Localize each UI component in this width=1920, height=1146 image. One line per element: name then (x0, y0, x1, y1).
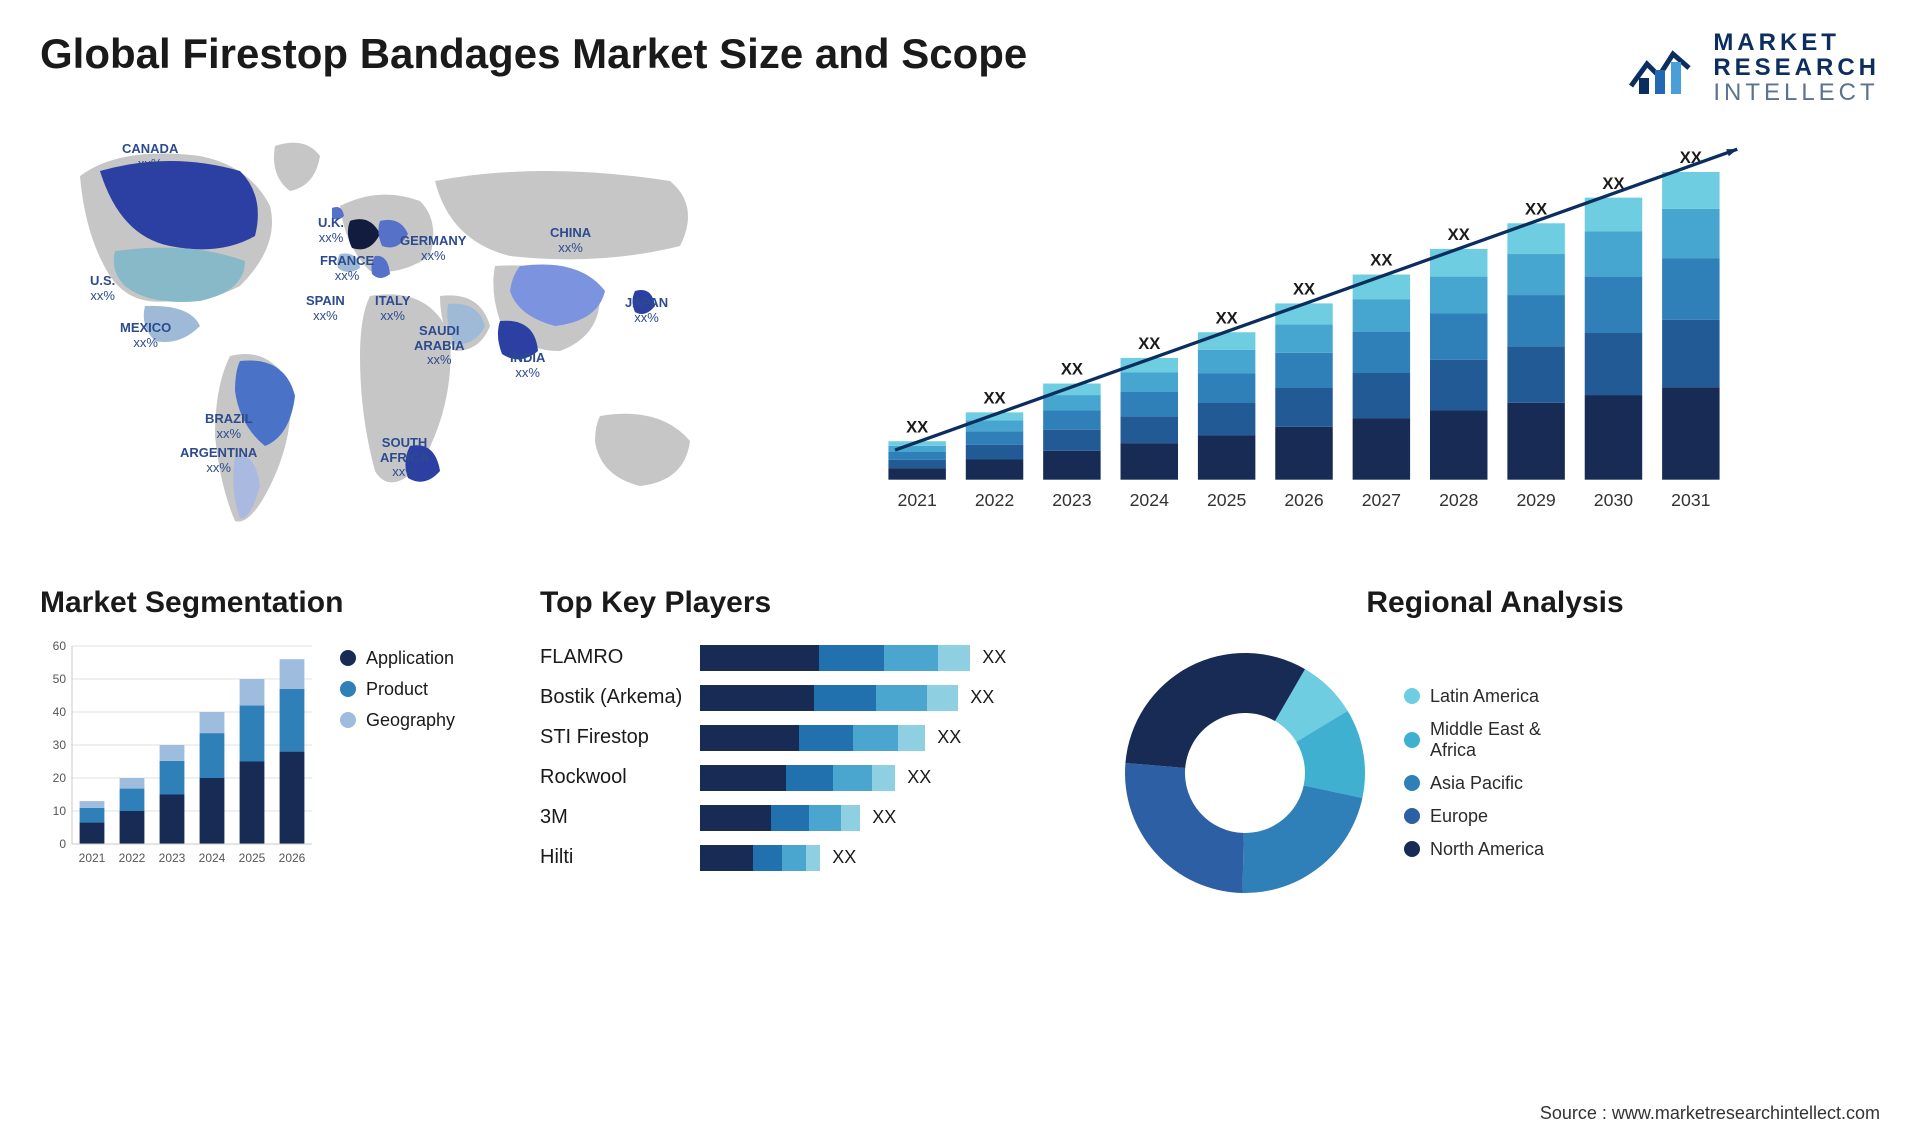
segmentation-chart: 0 10 20 30 40 50 60 2021 2022 2023 2024 2025 2026 (40, 638, 320, 868)
reg-legend-latin-america: Latin America (1404, 686, 1544, 707)
map-label-spain: SPAINxx% (306, 294, 345, 324)
svg-text:XX: XX (1370, 250, 1392, 269)
brand-logo: MARKET RESEARCH INTELLECT (1629, 30, 1880, 106)
svg-text:10: 10 (53, 804, 67, 818)
map-label-mexico: MEXICOxx% (120, 321, 171, 351)
keyplayers-title: Top Key Players (540, 586, 1080, 620)
svg-text:2023: 2023 (1052, 490, 1091, 510)
map-label-japan: JAPANxx% (625, 296, 668, 326)
svg-text:2021: 2021 (79, 851, 106, 865)
map-label-saudi-arabia: SAUDIARABIAxx% (414, 324, 465, 369)
svg-text:XX: XX (1138, 334, 1160, 353)
reg-legend-north-america: North America (1404, 839, 1544, 860)
map-label-india: INDIAxx% (510, 351, 545, 381)
segmentation-title: Market Segmentation (40, 586, 510, 620)
logo-mark-icon (1629, 40, 1701, 96)
map-label-germany: GERMANYxx% (400, 234, 466, 264)
svg-text:2025: 2025 (1207, 490, 1246, 510)
svg-text:2022: 2022 (119, 851, 146, 865)
svg-text:2023: 2023 (159, 851, 186, 865)
segmentation-legend: Application Product Geography (340, 638, 455, 741)
svg-text:2026: 2026 (1284, 490, 1323, 510)
svg-text:XX: XX (1216, 308, 1238, 327)
svg-text:XX: XX (1061, 359, 1083, 378)
kp-label-3m: 3M (540, 798, 682, 838)
kp-bar-row: XX (700, 798, 1080, 838)
kp-bar-row: XX (700, 638, 1080, 678)
seg-legend-application: Application (340, 648, 455, 669)
map-label-south-africa: SOUTHAFRICAxx% (380, 436, 429, 481)
seg-legend-geography: Geography (340, 710, 455, 731)
regional-legend: Latin America Middle East &Africa Asia Pac… (1404, 674, 1544, 872)
kp-value: XX (907, 767, 931, 788)
regional-donut (1110, 638, 1380, 908)
kp-bar-row: XX (700, 838, 1080, 878)
svg-text:2030: 2030 (1594, 490, 1633, 510)
kp-label-bostik-arkema-: Bostik (Arkema) (540, 678, 682, 718)
reg-legend-europe: Europe (1404, 806, 1544, 827)
logo-text-2: RESEARCH (1713, 55, 1880, 80)
donut-slice-north-america (1125, 653, 1305, 768)
svg-text:40: 40 (53, 705, 67, 719)
svg-text:60: 60 (53, 639, 67, 653)
logo-text-1: MARKET (1713, 30, 1880, 55)
regional-title: Regional Analysis (1110, 586, 1880, 620)
svg-text:20: 20 (53, 771, 67, 785)
svg-text:2025: 2025 (239, 851, 266, 865)
svg-text:50: 50 (53, 672, 67, 686)
svg-text:XX: XX (1448, 225, 1470, 244)
kp-label-hilti: Hilti (540, 838, 682, 878)
kp-value: XX (970, 687, 994, 708)
kp-value: XX (832, 847, 856, 868)
kp-value: XX (937, 727, 961, 748)
map-label-canada: CANADAxx% (122, 142, 178, 172)
map-label-china: CHINAxx% (550, 226, 591, 256)
keyplayers-bars: XX XX XX XX XX XX (700, 638, 1080, 878)
logo-text-3: INTELLECT (1713, 80, 1880, 105)
svg-text:2031: 2031 (1671, 490, 1710, 510)
donut-slice-europe (1125, 763, 1244, 893)
svg-text:XX: XX (906, 417, 928, 436)
kp-bar-row: XX (700, 678, 1080, 718)
page-title: Global Firestop Bandages Market Size and… (40, 30, 1027, 78)
svg-text:2024: 2024 (199, 851, 226, 865)
kp-label-flamro: FLAMRO (540, 638, 682, 678)
map-label-italy: ITALYxx% (375, 294, 410, 324)
reg-legend-middle-east-africa: Middle East &Africa (1404, 719, 1544, 761)
svg-text:2026: 2026 (279, 851, 306, 865)
map-label-brazil: BRAZILxx% (205, 412, 253, 442)
svg-text:XX: XX (1293, 279, 1315, 298)
kp-value: XX (872, 807, 896, 828)
donut-slice-asia-pacific (1242, 785, 1362, 893)
kp-label-sti-firestop: STI Firestop (540, 718, 682, 758)
svg-text:2022: 2022 (975, 490, 1014, 510)
keyplayers-labels: FLAMROBostik (Arkema)STI FirestopRockwoo… (540, 638, 682, 878)
growth-bar-chart: XX 2021 XX 2022 XX 2023 XX 2024 XX 2025 XX 2026 XX 20… (770, 126, 1880, 546)
svg-text:0: 0 (59, 837, 66, 851)
kp-value: XX (982, 647, 1006, 668)
world-map: CANADAxx% U.S.xx%MEXICOxx% BRAZILxx% ARGENT… (40, 126, 740, 546)
svg-text:XX: XX (1525, 199, 1547, 218)
svg-text:30: 30 (53, 738, 67, 752)
svg-text:2029: 2029 (1516, 490, 1555, 510)
source-attribution: Source : www.marketresearchintellect.com (1540, 1103, 1880, 1124)
kp-bar-row: XX (700, 718, 1080, 758)
map-label-u-s-: U.S.xx% (90, 274, 115, 304)
map-label-u-k-: U.K.xx% (318, 216, 344, 246)
reg-legend-asia-pacific: Asia Pacific (1404, 773, 1544, 794)
map-label-argentina: ARGENTINAxx% (180, 446, 257, 476)
svg-text:2028: 2028 (1439, 490, 1478, 510)
svg-text:2024: 2024 (1130, 490, 1169, 510)
seg-legend-product: Product (340, 679, 455, 700)
kp-label-rockwool: Rockwool (540, 758, 682, 798)
svg-text:2021: 2021 (897, 490, 936, 510)
map-label-france: FRANCExx% (320, 254, 374, 284)
svg-text:XX: XX (983, 388, 1005, 407)
svg-text:2027: 2027 (1362, 490, 1401, 510)
kp-bar-row: XX (700, 758, 1080, 798)
